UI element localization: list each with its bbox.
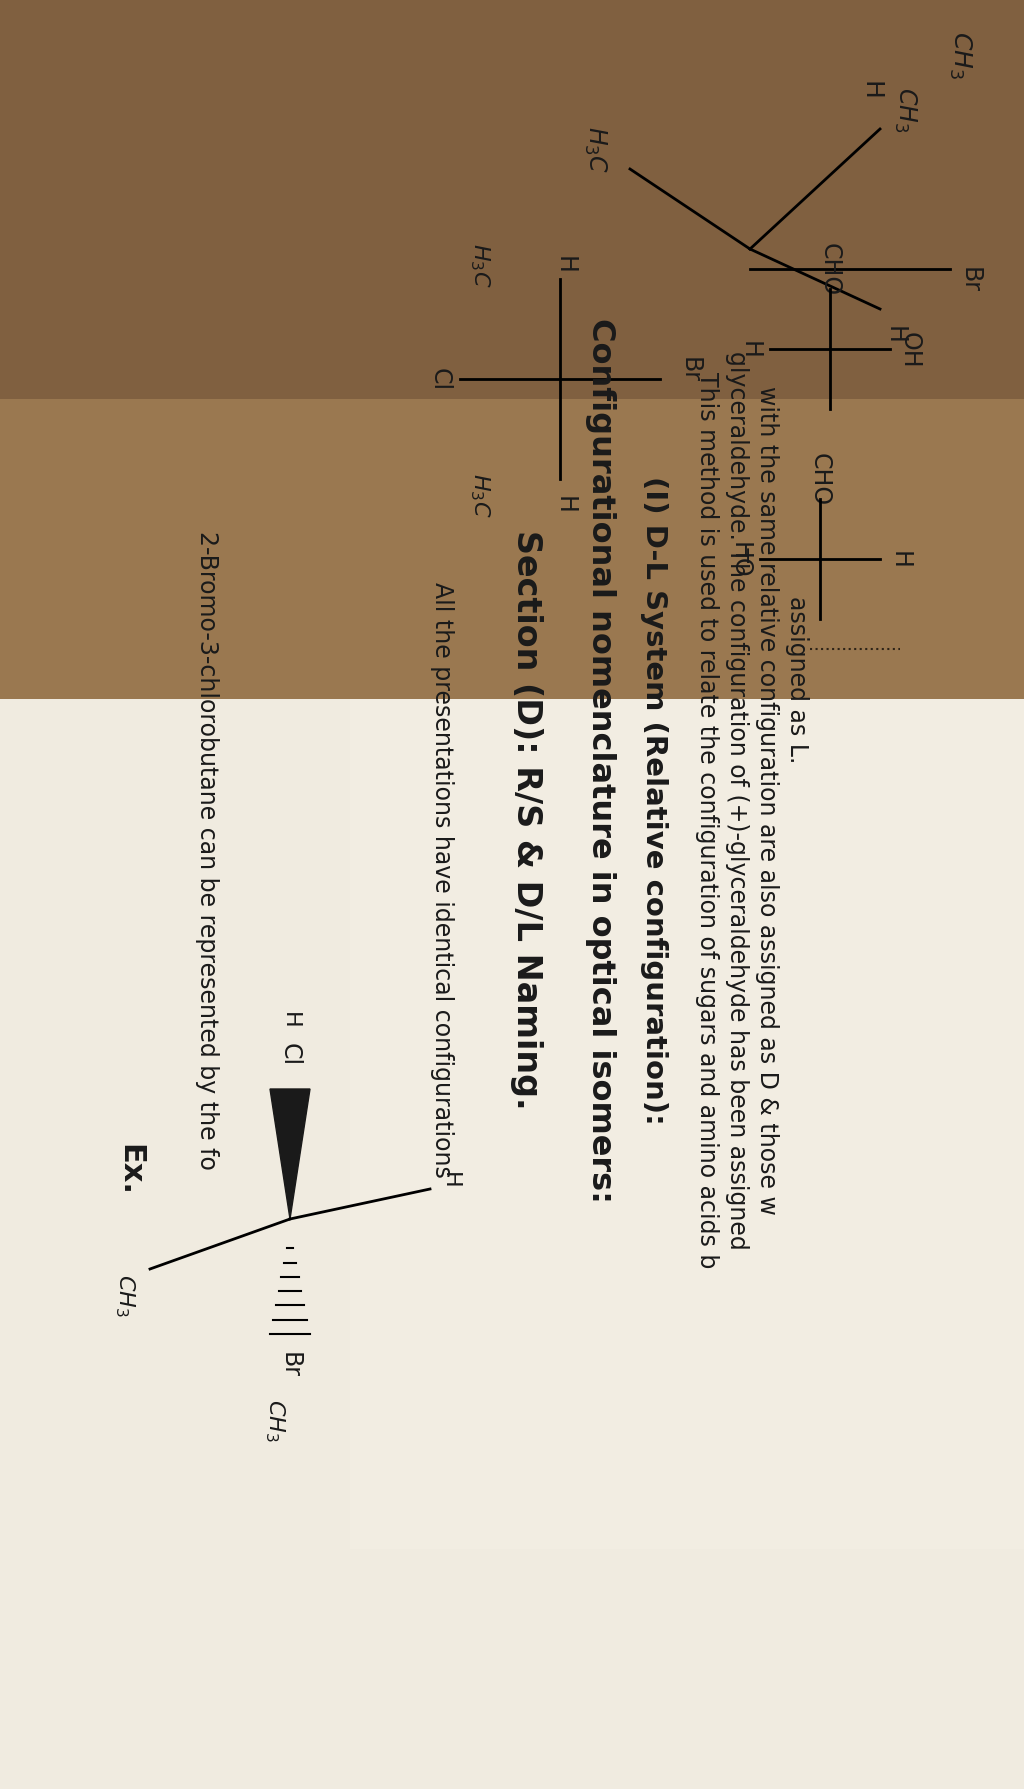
Bar: [0, 399, 1024, 800]
Text: Br: Br: [678, 356, 702, 383]
Bar: [0, 800, 1024, 1789]
Text: H: H: [280, 1011, 300, 1027]
Text: OH: OH: [898, 331, 922, 369]
Polygon shape: [270, 1090, 310, 1220]
Text: HO: HO: [728, 542, 752, 578]
Text: $H_3C$: $H_3C$: [582, 127, 608, 174]
Text: CHO: CHO: [818, 243, 842, 297]
Bar: [0, 699, 1024, 1789]
Text: $CH_3$: $CH_3$: [892, 88, 919, 132]
Bar: [0, 0, 1024, 399]
Text: Cl: Cl: [428, 369, 452, 392]
Text: Br: Br: [278, 1351, 302, 1378]
Text: Ex.: Ex.: [116, 1143, 144, 1195]
Text: All the presentations have identical configurations: All the presentations have identical con…: [430, 581, 454, 1177]
Bar: [350, 699, 1024, 1549]
Text: Br: Br: [958, 267, 982, 293]
Text: H: H: [738, 342, 762, 360]
Text: Section (D): R/S & D/L Naming.: Section (D): R/S & D/L Naming.: [510, 530, 543, 1109]
Text: Cl: Cl: [278, 1043, 302, 1066]
Text: $H_3C$: $H_3C$: [468, 243, 492, 288]
Text: $H_3C$: $H_3C$: [468, 472, 492, 517]
Text: H: H: [440, 1172, 460, 1188]
Text: with the same relative configuration are also assigned as D & those w: with the same relative configuration are…: [755, 385, 779, 1213]
Text: 2-Bromo-3-chlorobutane can be represented by the fo: 2-Bromo-3-chlorobutane can be represente…: [195, 530, 219, 1168]
Text: (I) D-L System (Relative configuration):: (I) D-L System (Relative configuration):: [640, 476, 668, 1123]
Text: H: H: [553, 256, 577, 274]
Text: H: H: [883, 326, 907, 343]
Text: Configurational nomenclature in optical isomers:: Configurational nomenclature in optical …: [585, 317, 616, 1202]
Text: $CH_3$: $CH_3$: [947, 30, 973, 79]
Text: assigned as L.: assigned as L.: [785, 596, 809, 764]
Text: CHO: CHO: [808, 453, 831, 506]
Text: H: H: [553, 496, 577, 513]
Text: $CH_3$: $CH_3$: [114, 1274, 137, 1315]
Text: $CH_3$: $CH_3$: [263, 1397, 287, 1440]
Text: H: H: [858, 81, 882, 100]
Text: H: H: [888, 551, 912, 569]
Text: This method is used to relate the configuration of sugars and amino acids b: This method is used to relate the config…: [695, 372, 719, 1267]
Text: glyceraldehyde. The configuration of (+)-glyceraldehyde has been assigned: glyceraldehyde. The configuration of (+)…: [725, 351, 749, 1249]
